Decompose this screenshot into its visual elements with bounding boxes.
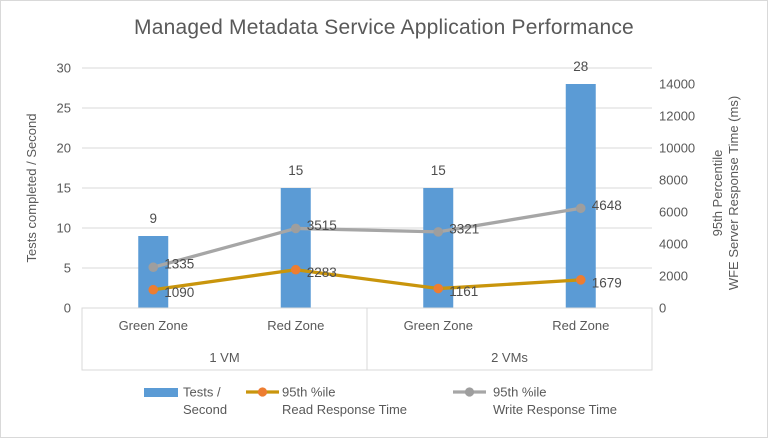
write-marker (575, 203, 586, 214)
legend-swatch-tests (144, 388, 178, 397)
point-value-label: 1335 (164, 257, 194, 272)
legend-label: 95th %ile (493, 385, 546, 400)
chart-title: Managed Metadata Service Application Per… (134, 16, 634, 39)
point-value-label: 3515 (307, 218, 337, 233)
point-value-label: 1161 (449, 284, 478, 299)
left-tick-label: 20 (57, 141, 71, 156)
legend-label: Write Response Time (493, 402, 617, 417)
legend-label: Read Response Time (282, 402, 407, 417)
legend-label: Second (183, 402, 227, 417)
right-tick-label: 2000 (659, 269, 688, 284)
read-marker (148, 284, 159, 295)
left-tick-label: 10 (57, 221, 71, 236)
bar (280, 188, 311, 308)
read-marker (290, 264, 301, 275)
left-tick-label: 15 (57, 181, 71, 196)
right-tick-label: 6000 (659, 205, 688, 220)
left-tick-label: 0 (64, 301, 71, 316)
category-label: Red Zone (267, 318, 324, 333)
right-tick-label: 10000 (659, 141, 695, 156)
right-tick-label: 8000 (659, 173, 688, 188)
category-group-label: 1 VM (209, 350, 239, 365)
bar-value-label: 9 (149, 211, 157, 226)
category-group-label: 2 VMs (491, 350, 528, 365)
point-value-label: 2283 (307, 265, 337, 280)
left-tick-label: 25 (57, 101, 71, 116)
right-axis-title-line1: 95th Percentile (710, 149, 725, 237)
read-response-line (151, 268, 583, 292)
right-axis-title-line2: WFE Server Response Time (ms) (726, 95, 741, 291)
left-tick-label: 30 (57, 61, 71, 76)
bar (565, 84, 596, 308)
left-axis-title: Tests completed / Second (24, 113, 39, 263)
right-tick-label: 12000 (659, 109, 695, 124)
write-marker (433, 227, 444, 237)
point-value-label: 1090 (164, 285, 194, 300)
point-value-label: 3321 (449, 221, 479, 236)
bar-value-label: 28 (573, 59, 588, 74)
write-marker (148, 262, 159, 273)
category-label: Red Zone (552, 318, 609, 333)
right-tick-label: 0 (659, 301, 666, 316)
category-label: Green Zone (119, 318, 188, 333)
point-value-label: 4648 (592, 198, 622, 213)
point-value-label: 1679 (592, 275, 622, 290)
right-axis-title: 95th Percentile WFE Server Response Time… (710, 43, 744, 343)
legend-label: 95th %ile (282, 385, 335, 400)
right-tick-label: 4000 (659, 237, 688, 252)
legend-marker-write (464, 387, 475, 397)
bar-value-label: 15 (288, 163, 303, 178)
bar-value-label: 15 (431, 163, 446, 178)
category-label: Green Zone (404, 318, 473, 333)
write-response-line (151, 206, 583, 269)
legend-label: Tests / (183, 385, 221, 400)
right-tick-label: 14000 (659, 77, 695, 92)
read-marker (575, 275, 586, 285)
read-marker (433, 283, 444, 294)
left-tick-label: 5 (64, 261, 71, 276)
write-marker (290, 223, 301, 234)
legend-marker-read (257, 387, 268, 397)
